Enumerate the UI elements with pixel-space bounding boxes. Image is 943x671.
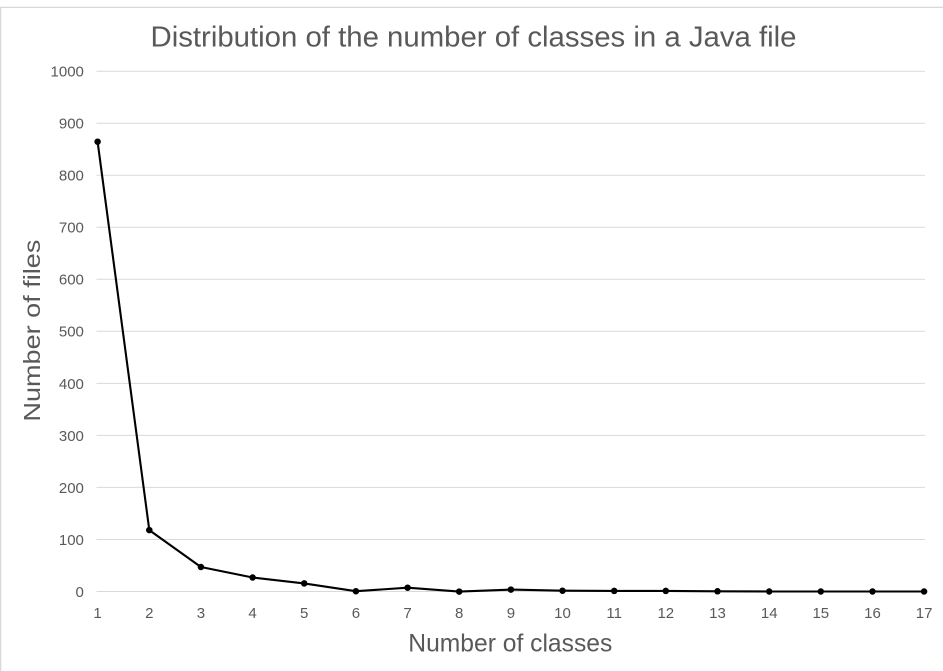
svg-text:8: 8: [455, 605, 463, 622]
svg-text:4: 4: [248, 605, 256, 622]
svg-text:Number of classes: Number of classes: [408, 630, 612, 658]
svg-text:14: 14: [761, 605, 778, 622]
svg-text:500: 500: [59, 324, 84, 341]
svg-text:Number of files: Number of files: [19, 240, 45, 422]
svg-text:10: 10: [554, 605, 571, 622]
svg-text:9: 9: [507, 605, 515, 622]
svg-text:0: 0: [76, 584, 84, 601]
svg-text:700: 700: [59, 220, 84, 237]
svg-text:17: 17: [916, 605, 933, 622]
svg-text:5: 5: [300, 605, 308, 622]
svg-text:600: 600: [59, 272, 84, 289]
svg-text:100: 100: [59, 532, 84, 549]
svg-text:16: 16: [864, 605, 881, 622]
svg-text:3: 3: [197, 605, 205, 622]
svg-text:900: 900: [59, 116, 84, 133]
svg-text:400: 400: [59, 376, 84, 393]
svg-text:Distribution of the number of: Distribution of the number of classes in…: [151, 21, 797, 53]
svg-text:1: 1: [93, 605, 101, 622]
svg-text:7: 7: [403, 605, 411, 622]
svg-text:12: 12: [657, 605, 674, 622]
svg-text:800: 800: [59, 168, 84, 185]
svg-text:200: 200: [59, 480, 84, 497]
svg-text:11: 11: [606, 605, 622, 622]
svg-text:6: 6: [352, 605, 360, 622]
svg-text:15: 15: [812, 605, 829, 622]
svg-text:300: 300: [59, 428, 84, 445]
svg-text:1000: 1000: [51, 64, 84, 81]
svg-text:13: 13: [709, 605, 726, 622]
svg-text:2: 2: [145, 605, 153, 622]
